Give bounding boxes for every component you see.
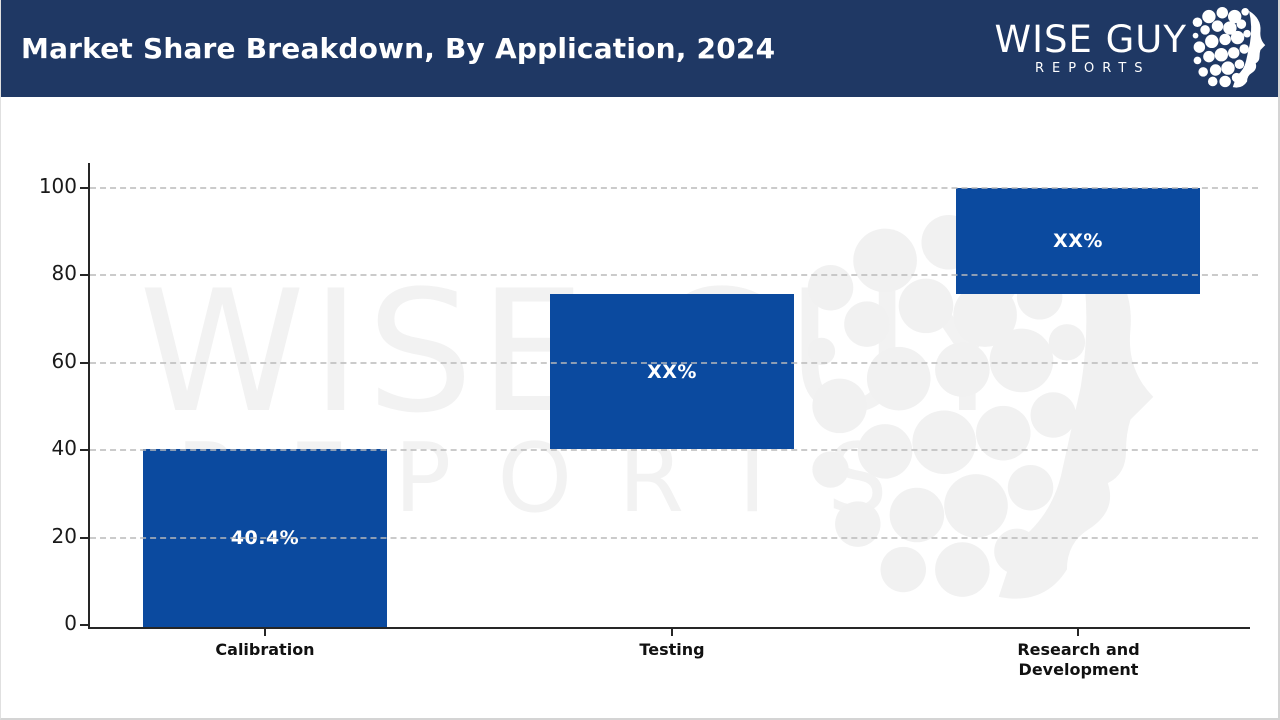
page-title: Market Share Breakdown, By Application, … [21,32,776,65]
y-tick-mark [80,187,88,189]
gridline-20 [90,537,1258,539]
y-tick-mark [80,449,88,451]
gridline-80 [90,274,1258,276]
gridline-60 [90,362,1258,364]
y-tick-label-80: 80 [51,261,77,285]
x-tick-mark [671,629,673,636]
gridline-100 [90,187,1258,189]
y-tick-label-0: 0 [64,611,77,635]
brand-name: WISE GUY [994,18,1187,61]
x-tick-label-testing: Testing [639,640,705,659]
y-tick-label-40: 40 [51,436,77,460]
brand-logo-text: WISE GUY REPORTS [995,21,1187,76]
y-tick-mark [80,537,88,539]
gridline-40 [90,449,1258,451]
x-tick-label-research-and-development: Research and Development [1017,640,1140,679]
brand-head-icon [1192,6,1266,88]
bar-value-label: XX% [1053,230,1103,252]
x-tick-mark [1077,629,1079,636]
y-tick-label-100: 100 [38,174,77,198]
x-tick-label-calibration: Calibration [215,640,315,659]
x-tick-mark [264,629,266,636]
y-tick-mark [80,274,88,276]
y-tick-mark [80,624,88,626]
header-bar: Market Share Breakdown, By Application, … [1,0,1278,97]
brand-logo: WISE GUY REPORTS [995,6,1267,91]
y-tick-label-60: 60 [51,349,77,373]
brand-subname: REPORTS [1034,61,1151,76]
y-tick-mark [80,362,88,364]
bar-research-and-development[interactable]: XX% [956,188,1200,294]
y-tick-label-20: 20 [51,524,77,548]
bar-testing[interactable]: XX% [550,294,794,449]
y-axis-line [88,163,90,629]
bar-value-label: XX% [647,360,697,383]
watermark-head-icon [807,215,1154,599]
x-axis-line [88,627,1250,629]
